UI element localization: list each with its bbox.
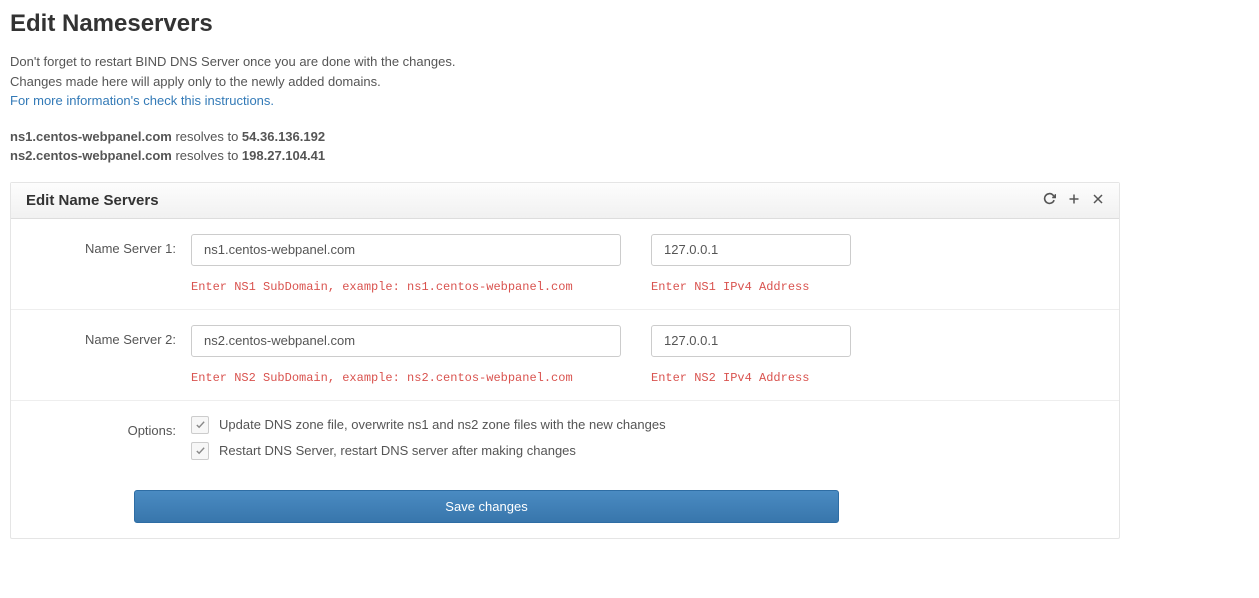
option-restart-dns-label[interactable]: Restart DNS Server, restart DNS server a… — [219, 443, 576, 458]
ns1-ip-help: Enter NS1 IPv4 Address — [651, 280, 851, 294]
panel-actions — [1043, 192, 1104, 208]
ns2-domain-input[interactable] — [191, 325, 621, 357]
resolves-ns1-host: ns1.centos-webpanel.com — [10, 129, 172, 144]
resolves-ns2-mid: resolves to — [172, 148, 242, 163]
resolves-ns1: ns1.centos-webpanel.com resolves to 54.3… — [10, 127, 1249, 147]
save-changes-button[interactable]: Save changes — [134, 490, 839, 523]
ns1-row: Name Server 1: Enter NS1 SubDomain, exam… — [11, 219, 1119, 310]
intro-block: Don't forget to restart BIND DNS Server … — [10, 52, 1249, 111]
ns2-ip-help: Enter NS2 IPv4 Address — [651, 371, 851, 385]
panel-title: Edit Name Servers — [26, 192, 159, 209]
intro-link[interactable]: For more information's check this instru… — [10, 93, 274, 108]
intro-line-1: Don't forget to restart BIND DNS Server … — [10, 52, 1249, 72]
ns1-domain-input[interactable] — [191, 234, 621, 266]
resolves-ns1-ip: 54.36.136.192 — [242, 129, 325, 144]
refresh-icon[interactable] — [1043, 192, 1056, 208]
ns2-ip-input[interactable] — [651, 325, 851, 357]
resolves-ns2: ns2.centos-webpanel.com resolves to 198.… — [10, 146, 1249, 166]
resolves-ns1-mid: resolves to — [172, 129, 242, 144]
ns2-label: Name Server 2: — [26, 325, 191, 347]
checkbox-update-zone[interactable] — [191, 416, 209, 434]
options-label: Options: — [26, 416, 191, 438]
intro-line-2: Changes made here will apply only to the… — [10, 72, 1249, 92]
resolves-ns2-ip: 198.27.104.41 — [242, 148, 325, 163]
option-restart-dns: Restart DNS Server, restart DNS server a… — [191, 442, 666, 460]
panel-header: Edit Name Servers — [11, 183, 1119, 219]
close-icon[interactable] — [1092, 192, 1104, 208]
option-update-zone: Update DNS zone file, overwrite ns1 and … — [191, 416, 666, 434]
ns2-domain-help: Enter NS2 SubDomain, example: ns2.centos… — [191, 371, 621, 385]
ns1-ip-input[interactable] — [651, 234, 851, 266]
page-title: Edit Nameservers — [10, 10, 1249, 38]
ns1-domain-help: Enter NS1 SubDomain, example: ns1.centos… — [191, 280, 621, 294]
ns1-label: Name Server 1: — [26, 234, 191, 256]
resolves-block: ns1.centos-webpanel.com resolves to 54.3… — [10, 127, 1249, 166]
option-update-zone-label[interactable]: Update DNS zone file, overwrite ns1 and … — [219, 417, 666, 432]
submit-row: Save changes — [11, 475, 1119, 538]
resolves-ns2-host: ns2.centos-webpanel.com — [10, 148, 172, 163]
options-row: Options: Update DNS zone file, overwrite… — [11, 401, 1119, 475]
expand-icon[interactable] — [1068, 192, 1080, 208]
checkbox-restart-dns[interactable] — [191, 442, 209, 460]
panel-edit-nameservers: Edit Name Servers Name Server 1: Enter N… — [10, 182, 1120, 539]
ns2-row: Name Server 2: Enter NS2 SubDomain, exam… — [11, 310, 1119, 401]
